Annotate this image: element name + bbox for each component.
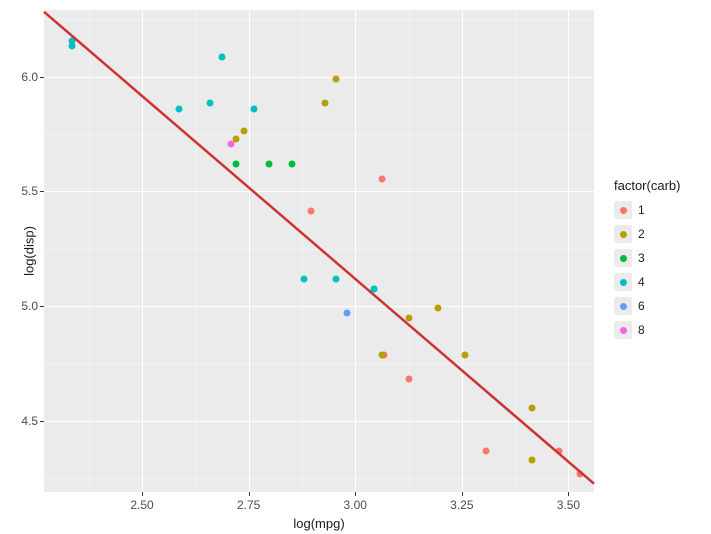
legend-label: 4 [638,275,645,289]
tick-mark-x [462,492,463,496]
legend-dot-icon [620,207,627,214]
legend-swatch [614,201,632,219]
gridline-h [44,421,594,422]
data-point [528,405,535,412]
x-axis-label: log(mpg) [293,516,344,531]
data-point [332,75,339,82]
legend-label: 8 [638,323,645,337]
tick-label-y: 4.5 [16,414,38,428]
data-point [207,99,214,106]
gridline-v-minor [195,10,196,492]
legend-swatch [614,249,632,267]
tick-label-x: 2.75 [237,498,260,512]
legend-label: 3 [638,251,645,265]
legend-swatch [614,297,632,315]
data-point [482,447,489,454]
legend-label: 1 [638,203,645,217]
legend-item: 2 [614,225,680,243]
tick-mark-y [40,191,44,192]
data-point [576,471,583,478]
legend-label: 2 [638,227,645,241]
gridline-h [44,191,594,192]
data-point [250,105,257,112]
gridline-v [568,10,569,492]
gridline-h [44,306,594,307]
legend-swatch [614,321,632,339]
gridline-h-minor [44,19,594,20]
tick-mark-y [40,77,44,78]
legend-label: 6 [638,299,645,313]
data-point [462,351,469,358]
legend-dot-icon [620,327,627,334]
data-point [528,456,535,463]
tick-mark-x [142,492,143,496]
data-point [288,160,295,167]
gridline-h-minor [44,363,594,364]
legend: factor(carb) 1 2 3 4 6 8 [614,178,680,345]
data-point [379,176,386,183]
legend-items: 1 2 3 4 6 8 [614,201,680,339]
data-point [434,305,441,312]
legend-item: 4 [614,273,680,291]
gridline-v [249,10,250,492]
legend-item: 1 [614,201,680,219]
tick-mark-x [568,492,569,496]
data-point [379,351,386,358]
tick-mark-x [249,492,250,496]
tick-label-y: 6.0 [16,70,38,84]
gridline-h-minor [44,249,594,250]
data-point [233,160,240,167]
data-point [307,207,314,214]
gridline-h [44,77,594,78]
legend-swatch [614,273,632,291]
tick-mark-x [355,492,356,496]
data-point [343,309,350,316]
data-point [300,275,307,282]
legend-dot-icon [620,303,627,310]
data-point [332,275,339,282]
gridline-v-minor [89,10,90,492]
tick-label-x: 2.50 [130,498,153,512]
data-point [406,314,413,321]
tick-label-y: 5.0 [16,299,38,313]
chart-container: 2.50 2.75 3.00 3.25 3.50 4.5 5.0 5.5 6.0 log(mp… [0,0,711,534]
data-point [218,53,225,60]
legend-dot-icon [620,279,627,286]
tick-label-x: 3.50 [557,498,580,512]
gridline-v-minor [515,10,516,492]
plot-panel [44,10,594,492]
legend-item: 6 [614,297,680,315]
tick-mark-y [40,306,44,307]
tick-label-x: 3.00 [344,498,367,512]
data-point [406,376,413,383]
data-point [371,285,378,292]
legend-title: factor(carb) [614,178,680,193]
legend-dot-icon [620,255,627,262]
legend-dot-icon [620,231,627,238]
data-point [265,160,272,167]
data-point [176,106,183,113]
gridline-v-minor [409,10,410,492]
legend-swatch [614,225,632,243]
gridline-h-minor [44,134,594,135]
data-point [68,42,75,49]
gridline-v [462,10,463,492]
gridline-v [355,10,356,492]
tick-label-y: 5.5 [16,184,38,198]
gridline-v-minor [302,10,303,492]
data-point [321,99,328,106]
tick-label-x: 3.25 [450,498,473,512]
y-axis-label: log(disp) [21,226,36,276]
legend-item: 3 [614,249,680,267]
gridline-v [142,10,143,492]
data-point [556,447,563,454]
legend-item: 8 [614,321,680,339]
data-point [227,140,234,147]
gridline-h-minor [44,478,594,479]
data-point [241,128,248,135]
tick-mark-y [40,421,44,422]
